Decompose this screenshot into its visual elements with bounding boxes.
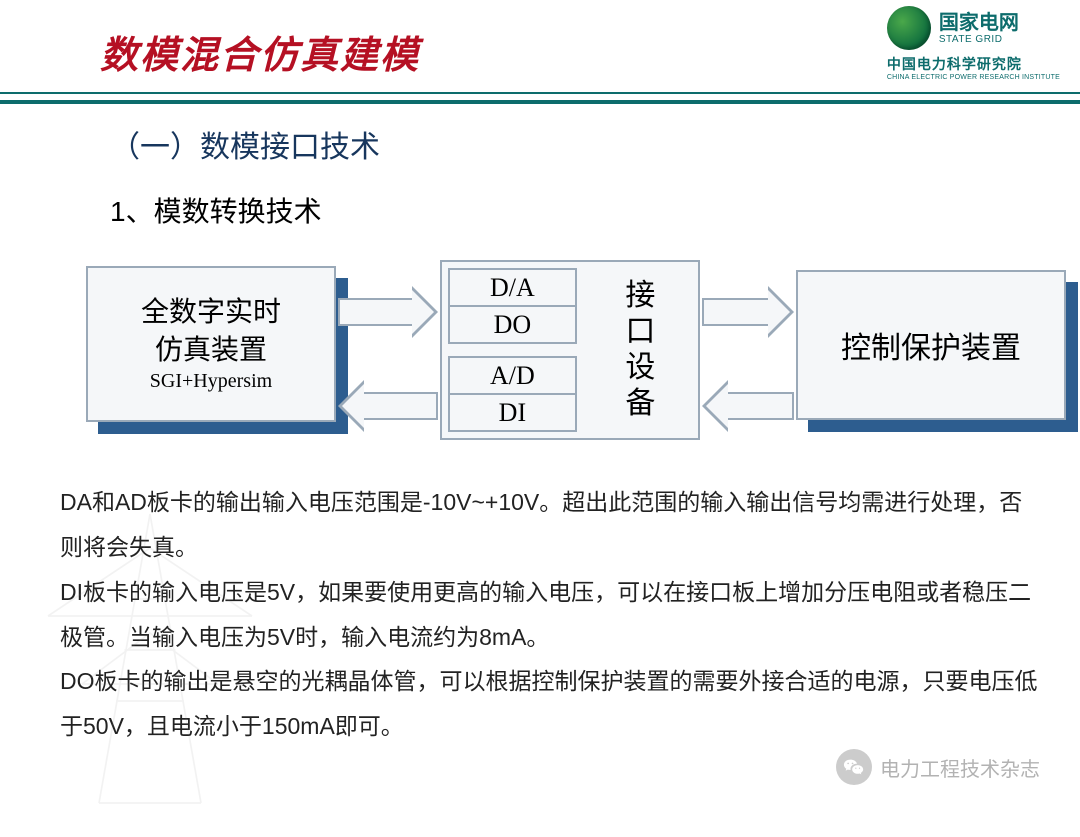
arrow-right-icon	[702, 286, 794, 338]
wechat-icon	[836, 749, 872, 785]
header: 数模混合仿真建模 国家电网 STATE GRID 中国电力科学研究院 CHINA…	[0, 0, 1080, 92]
mid-bot-group: A/D DI	[448, 356, 577, 432]
section-heading-1: （一）数模接口技术	[110, 122, 1020, 166]
node-text: 全数字实时	[141, 293, 281, 331]
section-heading-2: 1、模数转换技术	[110, 190, 1020, 230]
mid-top-group: D/A DO	[448, 268, 577, 344]
wechat-watermark: 电力工程技术杂志	[836, 749, 1040, 785]
node-controller: 控制保护装置	[796, 270, 1066, 420]
logo-en: STATE GRID	[939, 34, 1019, 45]
cell-di: DI	[450, 393, 575, 430]
institute-cn: 中国电力科学研究院	[887, 54, 1060, 74]
cell-da: D/A	[450, 270, 575, 305]
state-grid-logo-icon	[887, 6, 931, 50]
arrow-right-icon	[338, 286, 438, 338]
node-simulator: 全数字实时 仿真装置 SGI+Hypersim	[86, 266, 336, 422]
divider-thin	[0, 92, 1080, 94]
content: （一）数模接口技术 1、模数转换技术 全数字实时 仿真装置 SGI+Hypers…	[0, 104, 1080, 460]
node-text: SGI+Hypersim	[150, 368, 272, 395]
cell-do: DO	[450, 305, 575, 342]
node-text: 仿真装置	[155, 331, 267, 369]
flow-diagram: 全数字实时 仿真装置 SGI+Hypersim D/A DO A/D DI 接口…	[80, 260, 1020, 460]
logo-block: 国家电网 STATE GRID 中国电力科学研究院 CHINA ELECTRIC…	[887, 6, 1060, 81]
arrow-left-icon	[338, 380, 438, 432]
logo-cn: 国家电网	[939, 12, 1019, 34]
cell-ad: A/D	[450, 358, 575, 393]
node-interface: D/A DO A/D DI 接口设备	[440, 260, 700, 440]
mid-right-label: 接口设备	[583, 262, 698, 438]
watermark-text: 电力工程技术杂志	[880, 753, 1040, 782]
background-tower-graphic	[0, 497, 320, 837]
node-text: 控制保护装置	[841, 323, 1021, 367]
institute-en: CHINA ELECTRIC POWER RESEARCH INSTITUTE	[887, 74, 1060, 81]
arrow-left-icon	[702, 380, 794, 432]
